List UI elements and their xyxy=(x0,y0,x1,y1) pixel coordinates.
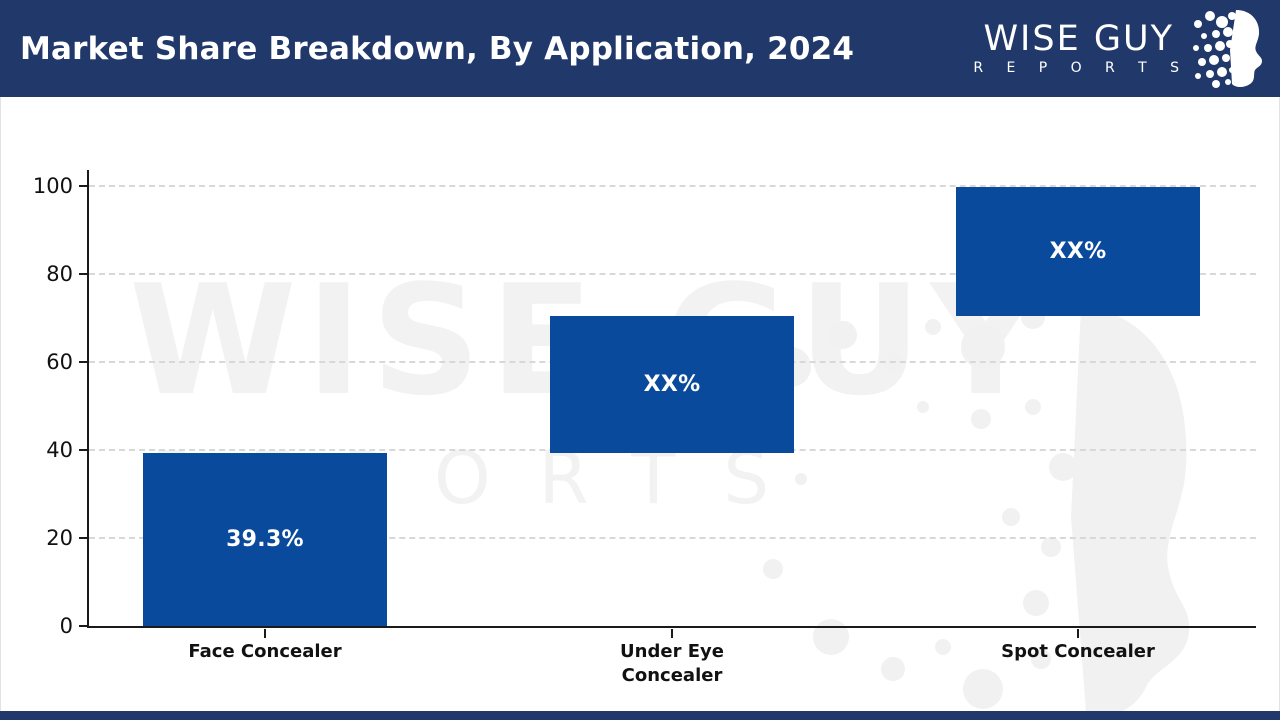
y-axis-line xyxy=(87,170,89,628)
wise-guy-reports-logo: WISE GUY R E P O R T S xyxy=(967,6,1268,92)
y-tick-mark xyxy=(79,449,87,451)
x-category-label-2: Under Eye Concealer xyxy=(620,641,724,687)
y-tick-mark xyxy=(79,361,87,363)
bar-value-label: XX% xyxy=(643,371,701,397)
footer-band xyxy=(0,711,1280,720)
x-category-label-1: Face Concealer xyxy=(188,641,342,662)
gridline-20 xyxy=(89,537,1256,539)
y-tick-mark xyxy=(79,537,87,539)
plot-area: 0 20 40 60 80 100 39.3% Face Concealer XX% Under … xyxy=(33,170,1256,686)
x-tick-mark xyxy=(264,629,266,638)
x-category-label-3: Spot Concealer xyxy=(1001,641,1155,662)
gridline-80 xyxy=(89,273,1256,275)
gridline-100 xyxy=(89,185,1256,187)
y-tick-mark xyxy=(79,185,87,187)
chart-canvas: WISE GUY REPORTS 0 20 40 60 80 100 39.3% Face C… xyxy=(0,97,1280,716)
bar-3: XX% xyxy=(956,186,1200,316)
x-tick-mark xyxy=(671,629,673,638)
page-title: Market Share Breakdown, By Application, … xyxy=(20,30,855,67)
bar-value-label: 39.3% xyxy=(226,527,304,553)
y-tick-mark xyxy=(79,625,87,627)
header-band: Market Share Breakdown, By Application, … xyxy=(0,0,1280,97)
logo-text: WISE GUY R E P O R T S xyxy=(967,19,1190,77)
y-tick-mark xyxy=(79,273,87,275)
x-axis-line xyxy=(87,626,1256,628)
x-tick-mark xyxy=(1077,629,1079,638)
watermark-face-icon xyxy=(763,305,1190,716)
bar-value-label: XX% xyxy=(1049,238,1107,264)
bar-2: XX% xyxy=(550,315,794,454)
logo-face-icon xyxy=(1193,10,1262,88)
logo-subtitle: R E P O R T S xyxy=(973,60,1190,76)
y-tick-label-20: 20 xyxy=(46,526,73,550)
bar-1: 39.3% xyxy=(143,453,387,626)
y-tick-label-0: 0 xyxy=(59,614,73,638)
y-tick-label-60: 60 xyxy=(46,350,73,374)
y-tick-label-100: 100 xyxy=(32,174,73,198)
y-tick-label-40: 40 xyxy=(46,438,73,462)
logo-wordmark: WISE GUY xyxy=(983,19,1174,59)
y-tick-label-80: 80 xyxy=(46,262,73,286)
